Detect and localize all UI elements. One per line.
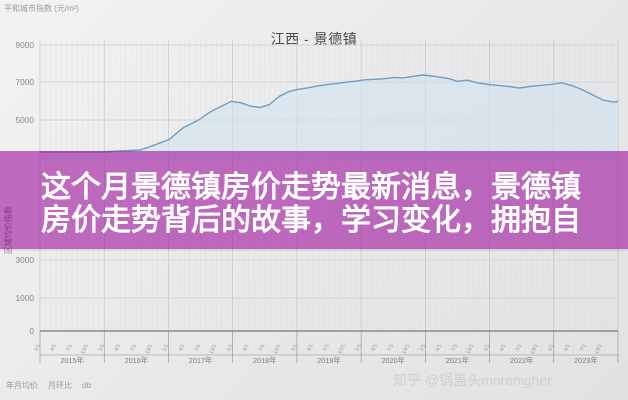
svg-text:1/1: 1/1 xyxy=(162,343,171,352)
svg-text:4/1: 4/1 xyxy=(242,343,251,352)
svg-text:10/1: 10/1 xyxy=(594,343,604,355)
svg-text:7000: 7000 xyxy=(16,77,35,87)
svg-text:1/1: 1/1 xyxy=(226,343,235,352)
svg-text:1/1: 1/1 xyxy=(290,343,299,352)
svg-text:1/1: 1/1 xyxy=(419,343,428,352)
svg-text:7/1: 7/1 xyxy=(386,343,395,352)
svg-text:9000: 9000 xyxy=(16,40,35,50)
svg-text:2022年: 2022年 xyxy=(510,356,534,365)
svg-text:10/1: 10/1 xyxy=(144,343,154,355)
svg-text:7/1: 7/1 xyxy=(194,343,203,352)
svg-text:10/1: 10/1 xyxy=(530,343,540,355)
svg-text:4/1: 4/1 xyxy=(435,343,444,352)
svg-text:4/1: 4/1 xyxy=(49,343,58,352)
svg-text:2023年: 2023年 xyxy=(574,356,598,365)
svg-text:1/1: 1/1 xyxy=(483,343,492,352)
svg-text:10/1: 10/1 xyxy=(337,343,347,355)
svg-text:7/1: 7/1 xyxy=(451,343,460,352)
svg-text:2019年: 2019年 xyxy=(317,356,341,365)
svg-text:10/1: 10/1 xyxy=(209,343,219,355)
svg-text:2020年: 2020年 xyxy=(381,356,405,365)
svg-text:2021年: 2021年 xyxy=(446,356,470,365)
svg-text:0: 0 xyxy=(29,326,34,336)
svg-text:1/1: 1/1 xyxy=(547,343,556,352)
svg-text:7/1: 7/1 xyxy=(65,343,74,352)
svg-text:1/1: 1/1 xyxy=(354,343,363,352)
svg-text:4/1: 4/1 xyxy=(113,343,122,352)
svg-text:7/1: 7/1 xyxy=(515,343,524,352)
svg-text:7/1: 7/1 xyxy=(130,343,139,352)
svg-text:2016年: 2016年 xyxy=(125,356,149,365)
svg-text:4/1: 4/1 xyxy=(370,343,379,352)
svg-text:10/1: 10/1 xyxy=(401,343,411,355)
svg-text:1/1: 1/1 xyxy=(97,343,106,352)
svg-text:10/1: 10/1 xyxy=(465,343,475,355)
svg-text:7/1: 7/1 xyxy=(579,343,588,352)
svg-text:7/1: 7/1 xyxy=(258,343,267,352)
svg-text:4/1: 4/1 xyxy=(499,343,508,352)
svg-text:10/1: 10/1 xyxy=(80,343,90,355)
svg-text:4/1: 4/1 xyxy=(563,343,572,352)
svg-text:10/1: 10/1 xyxy=(273,343,283,355)
svg-text:3000: 3000 xyxy=(16,255,35,265)
svg-text:2018年: 2018年 xyxy=(253,356,277,365)
svg-text:2017年: 2017年 xyxy=(189,356,213,365)
svg-text:4/1: 4/1 xyxy=(306,343,315,352)
svg-text:1000: 1000 xyxy=(16,293,35,303)
svg-text:7/1: 7/1 xyxy=(322,343,331,352)
svg-text:5000: 5000 xyxy=(16,115,35,125)
svg-text:4/1: 4/1 xyxy=(178,343,187,352)
svg-text:1/1: 1/1 xyxy=(33,343,42,352)
svg-text:2015年: 2015年 xyxy=(60,356,84,365)
